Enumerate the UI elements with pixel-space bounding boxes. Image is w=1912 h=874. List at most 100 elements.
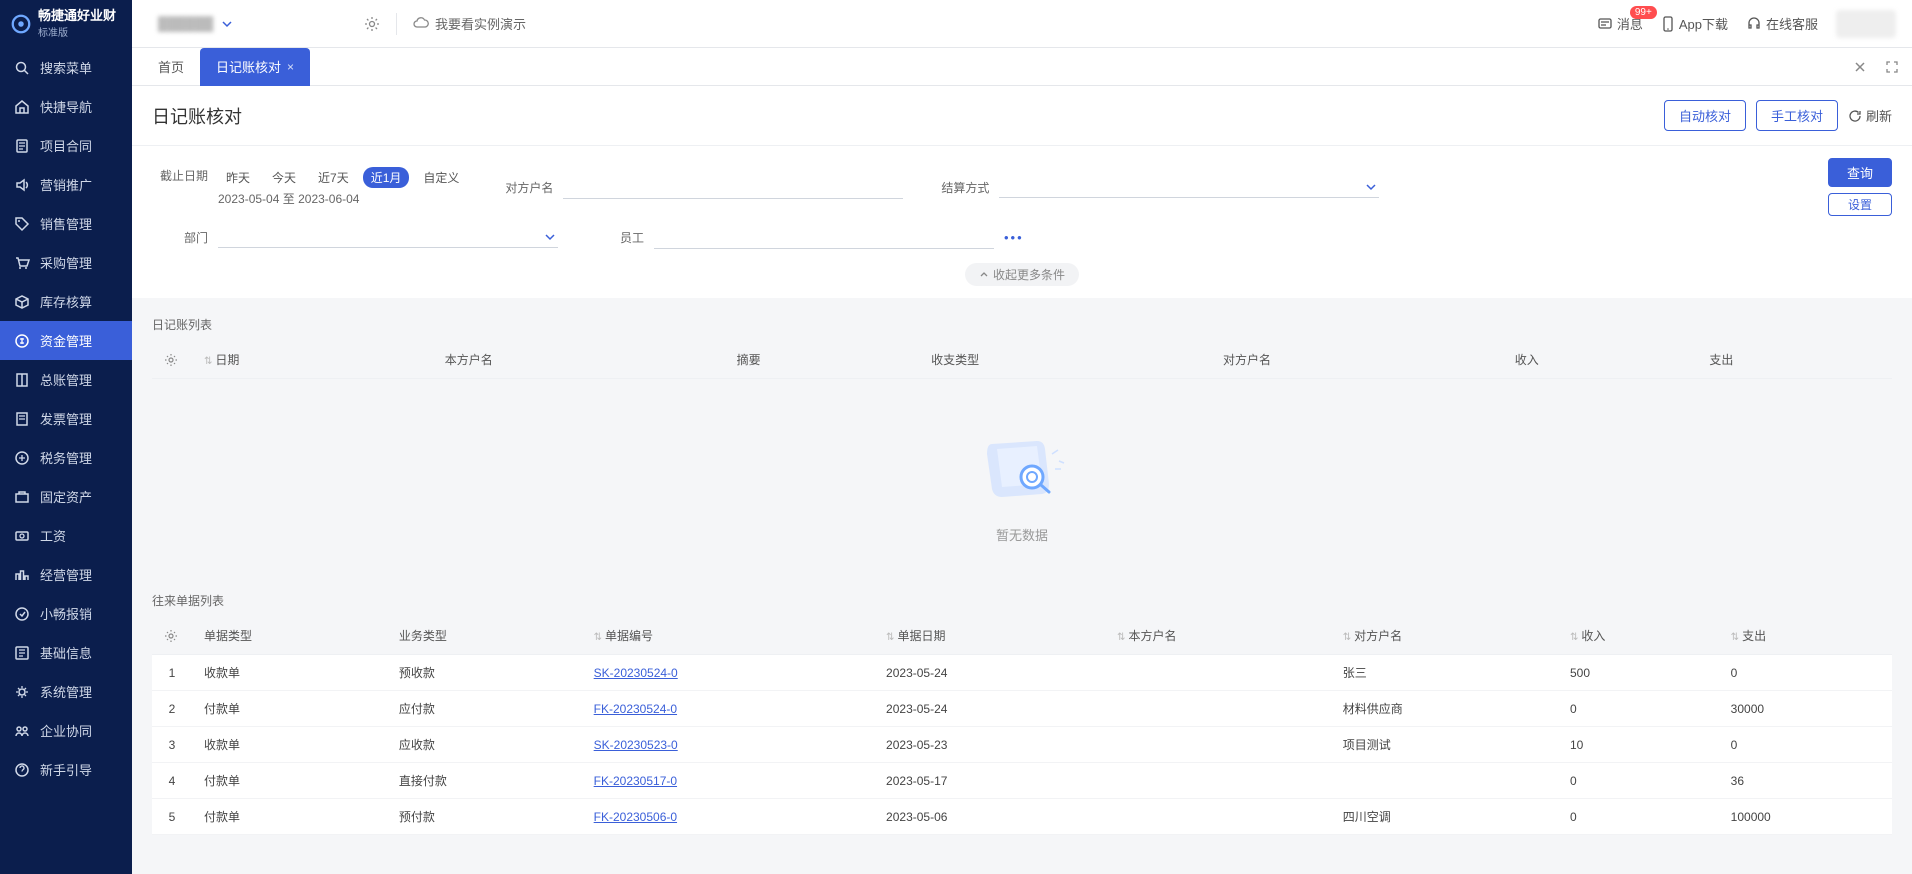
journal-col-income[interactable]: 收入 [1503, 341, 1698, 379]
chevron-down-icon [221, 18, 233, 30]
deadline-label: 截止日期 [152, 167, 208, 184]
user-avatar[interactable] [1836, 10, 1896, 38]
sidebar-item-label: 快捷导航 [40, 97, 92, 116]
refresh-button[interactable]: 刷新 [1848, 106, 1892, 125]
dept-select[interactable] [218, 227, 558, 248]
sidebar-item-18[interactable]: 新手引导 [0, 750, 132, 789]
journal-col-expense[interactable]: 支出 [1697, 341, 1892, 379]
journal-gear-col[interactable] [152, 341, 192, 379]
staff-more-icon[interactable]: ••• [1004, 230, 1024, 245]
bills-col-billtype[interactable]: 单据类型 [192, 617, 387, 655]
date-today[interactable]: 今天 [264, 167, 304, 188]
manual-check-button[interactable]: 手工核对 [1756, 100, 1838, 131]
table-row[interactable]: 1收款单预收款SK-20230524-02023-05-24张三5000 [152, 655, 1892, 691]
sidebar-item-label: 新手引导 [40, 760, 92, 779]
bills-table: 单据类型 业务类型 ⇅单据编号 ⇅单据日期 ⇅本方户名 ⇅对方户名 ⇅收入 ⇅支… [152, 617, 1892, 835]
sidebar-item-13[interactable]: 经营管理 [0, 555, 132, 594]
bills-col-billdate[interactable]: ⇅单据日期 [874, 617, 1105, 655]
query-button[interactable]: 查询 [1828, 158, 1892, 187]
date-last1m[interactable]: 近1月 [363, 167, 410, 188]
app-download-button[interactable]: App下载 [1661, 14, 1728, 33]
settle-select[interactable] [999, 177, 1379, 198]
cloud-icon [413, 16, 429, 32]
brand-edition: 标准版 [38, 24, 116, 39]
bills-col-their[interactable]: ⇅对方户名 [1331, 617, 1558, 655]
staff-label: 员工 [588, 229, 644, 246]
sidebar-item-9[interactable]: 发票管理 [0, 399, 132, 438]
tag-icon [14, 216, 30, 232]
sidebar-item-7[interactable]: 资金管理 [0, 321, 132, 360]
bills-col-our[interactable]: ⇅本方户名 [1105, 617, 1331, 655]
sidebar-item-label: 销售管理 [40, 214, 92, 233]
auto-check-button[interactable]: 自动核对 [1664, 100, 1746, 131]
counterparty-input[interactable] [563, 176, 903, 199]
table-row[interactable]: 5付款单预付款FK-20230506-02023-05-06四川空调010000… [152, 799, 1892, 835]
sidebar-item-8[interactable]: 总账管理 [0, 360, 132, 399]
tab-journal-check[interactable]: 日记账核对 × [200, 48, 310, 86]
date-yesterday[interactable]: 昨天 [218, 167, 258, 188]
fullscreen-icon[interactable] [1880, 55, 1904, 79]
system-icon [14, 684, 30, 700]
guide-icon [14, 762, 30, 778]
sidebar-item-6[interactable]: 库存核算 [0, 282, 132, 321]
sidebar-item-0[interactable]: 搜索菜单 [0, 48, 132, 87]
refresh-icon [1848, 109, 1862, 123]
coin-icon [14, 333, 30, 349]
bill-no-link[interactable]: SK-20230524-0 [594, 666, 678, 680]
sidebar-item-17[interactable]: 企业协同 [0, 711, 132, 750]
bills-col-income[interactable]: ⇅收入 [1558, 617, 1719, 655]
tab-close-icon[interactable]: × [287, 60, 294, 74]
bills-col-billno[interactable]: ⇅单据编号 [582, 617, 874, 655]
sidebar-item-14[interactable]: 小畅报销 [0, 594, 132, 633]
journal-col-iotype[interactable]: 收支类型 [919, 341, 1211, 379]
journal-col-summary[interactable]: 摘要 [725, 341, 920, 379]
box-icon [14, 294, 30, 310]
bill-no-link[interactable]: FK-20230506-0 [594, 810, 677, 824]
headset-icon [1746, 16, 1762, 32]
close-tabs-icon[interactable] [1848, 55, 1872, 79]
table-row[interactable]: 3收款单应收款SK-20230523-02023-05-23项目测试100 [152, 727, 1892, 763]
date-quick-picker: 昨天 今天 近7天 近1月 自定义 [218, 167, 467, 188]
tab-home[interactable]: 首页 [142, 48, 200, 86]
org-settings-icon[interactable] [364, 16, 380, 32]
sidebar-item-4[interactable]: 销售管理 [0, 204, 132, 243]
page-header: 日记账核对 自动核对 手工核对 刷新 [132, 86, 1912, 146]
support-button[interactable]: 在线客服 [1746, 14, 1818, 33]
book-icon [14, 372, 30, 388]
sidebar-item-15[interactable]: 基础信息 [0, 633, 132, 672]
date-custom[interactable]: 自定义 [415, 167, 467, 188]
staff-input[interactable] [654, 226, 994, 249]
sidebar-item-1[interactable]: 快捷导航 [0, 87, 132, 126]
messages-button[interactable]: 消息 99+ [1597, 14, 1643, 33]
sidebar-item-16[interactable]: 系统管理 [0, 672, 132, 711]
sidebar-item-11[interactable]: 固定资产 [0, 477, 132, 516]
sidebar-item-label: 项目合同 [40, 136, 92, 155]
table-row[interactable]: 2付款单应付款FK-20230524-02023-05-24材料供应商03000… [152, 691, 1892, 727]
bill-no-link[interactable]: FK-20230517-0 [594, 774, 677, 788]
bills-col-expense[interactable]: ⇅支出 [1719, 617, 1892, 655]
settings-button[interactable]: 设置 [1828, 193, 1892, 216]
journal-empty-state: 暂无数据 [152, 379, 1892, 574]
sidebar-item-12[interactable]: 工资 [0, 516, 132, 555]
bill-no-link[interactable]: SK-20230523-0 [594, 738, 678, 752]
bills-gear-col[interactable] [152, 617, 192, 655]
sidebar-item-5[interactable]: 采购管理 [0, 243, 132, 282]
sidebar-item-10[interactable]: 税务管理 [0, 438, 132, 477]
bills-col-biztype[interactable]: 业务类型 [387, 617, 582, 655]
journal-col-date[interactable]: ⇅日期 [192, 341, 433, 379]
sidebar-item-3[interactable]: 营销推广 [0, 165, 132, 204]
bill-no-link[interactable]: FK-20230524-0 [594, 702, 677, 716]
date-last7[interactable]: 近7天 [310, 167, 357, 188]
speaker-icon [14, 177, 30, 193]
sidebar-item-2[interactable]: 项目合同 [0, 126, 132, 165]
date-range-display: 2023-05-04 至 2023-06-04 [218, 190, 467, 207]
sidebar-item-label: 税务管理 [40, 448, 92, 467]
journal-col-our[interactable]: 本方户名 [433, 341, 725, 379]
org-selector[interactable]: ██████ [148, 12, 348, 35]
collapse-filters-button[interactable]: 收起更多条件 [965, 263, 1079, 286]
salary-icon [14, 528, 30, 544]
demo-link[interactable]: 我要看实例演示 [413, 14, 526, 33]
journal-col-their[interactable]: 对方户名 [1211, 341, 1503, 379]
dept-label: 部门 [152, 229, 208, 246]
table-row[interactable]: 4付款单直接付款FK-20230517-02023-05-17036 [152, 763, 1892, 799]
